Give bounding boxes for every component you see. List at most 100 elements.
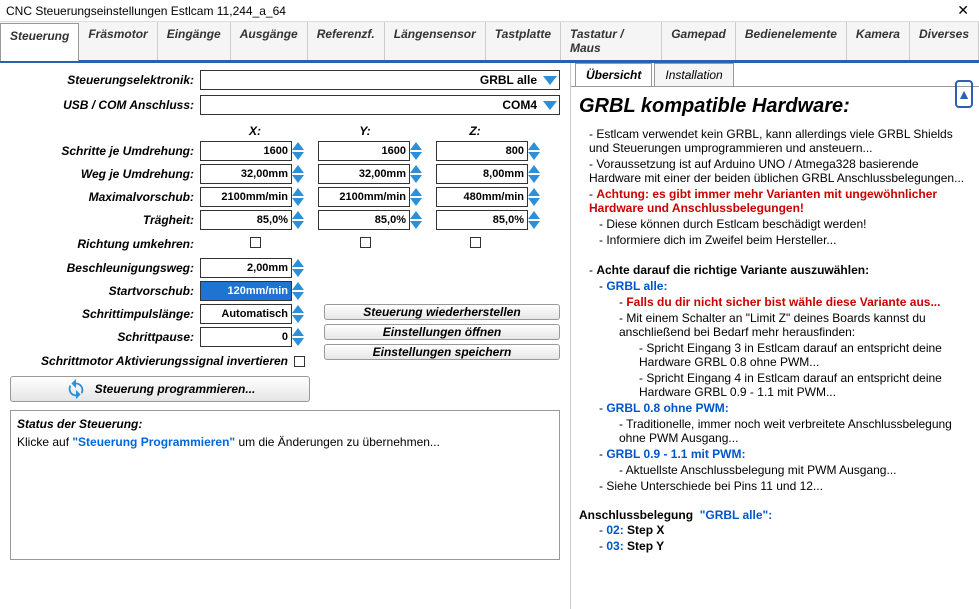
chevron-down-icon <box>543 101 557 110</box>
info-line: Achtung: es gibt immer mehr Varianten mi… <box>589 186 971 216</box>
right-tab-uebersicht[interactable]: Übersicht <box>575 63 652 86</box>
spin-up-icon[interactable] <box>292 165 304 173</box>
close-icon[interactable]: ✕ <box>953 2 973 19</box>
spin-down-icon[interactable] <box>410 175 422 183</box>
steps-x-input[interactable]: 1600 <box>200 141 292 161</box>
info-line: GRBL 0.9 - 1.1 mit PWM: <box>599 446 971 462</box>
tab-referenzf[interactable]: Referenzf. <box>308 22 385 60</box>
feed-z-input[interactable]: 480mm/min <box>436 187 528 207</box>
pin-row: 02: Step X <box>599 522 971 538</box>
pin-heading: Anschlussbelegung "GRBL alle": <box>579 508 971 522</box>
tab-kamera[interactable]: Kamera <box>847 22 910 60</box>
spin-down-icon[interactable] <box>528 221 540 229</box>
spin-down-icon[interactable] <box>292 152 304 160</box>
spin-up-icon[interactable] <box>292 142 304 150</box>
inertia-x-input[interactable]: 85,0% <box>200 210 292 230</box>
spin-down-icon[interactable] <box>292 315 304 323</box>
tab-bedienelemente[interactable]: Bedienelemente <box>736 22 847 60</box>
inertia-y-input[interactable]: 85,0% <box>318 210 410 230</box>
program-button[interactable]: Steuerung programmieren... <box>10 376 310 402</box>
info-line: Spricht Eingang 3 in Estlcam darauf an e… <box>639 340 971 370</box>
tab-laengensensor[interactable]: Längensensor <box>385 22 486 60</box>
status-text: Klicke auf "Steuerung Programmieren" um … <box>17 435 553 449</box>
reverse-x-checkbox[interactable] <box>250 237 261 248</box>
feed-x-input[interactable]: 2100mm/min <box>200 187 292 207</box>
tab-fraesmotor[interactable]: Fräsmotor <box>79 22 157 60</box>
spin-up-icon[interactable] <box>528 142 540 150</box>
spin-down-icon[interactable] <box>292 338 304 346</box>
spin-down-icon[interactable] <box>292 198 304 206</box>
feed-y-input[interactable]: 2100mm/min <box>318 187 410 207</box>
spin-up-icon[interactable] <box>528 188 540 196</box>
electronics-select[interactable]: GRBL alle <box>200 70 560 90</box>
invert-checkbox[interactable] <box>294 356 305 367</box>
scroll-up-icon[interactable]: ▲ <box>955 80 973 108</box>
spin-up-icon[interactable] <box>292 305 304 313</box>
pause-input[interactable]: 0 <box>200 327 292 347</box>
spin-down-icon[interactable] <box>292 269 304 277</box>
axis-z-header: Z: <box>420 124 530 138</box>
spin-up-icon[interactable] <box>410 142 422 150</box>
info-line: GRBL 0.8 ohne PWM: <box>599 400 971 416</box>
axis-x-header: X: <box>200 124 310 138</box>
info-line: Mit einem Schalter an "Limit Z" deines B… <box>619 310 971 340</box>
titlebar: CNC Steuerungseinstellungen Estlcam 11,2… <box>0 0 979 22</box>
tab-eingaenge[interactable]: Eingänge <box>158 22 231 60</box>
steps-y-input[interactable]: 1600 <box>318 141 410 161</box>
tab-tastplatte[interactable]: Tastplatte <box>486 22 561 60</box>
reload-icon <box>65 378 87 400</box>
spin-down-icon[interactable] <box>528 152 540 160</box>
spin-up-icon[interactable] <box>528 165 540 173</box>
reverse-y-checkbox[interactable] <box>360 237 371 248</box>
startfeed-input[interactable]: 120mm/min <box>200 281 292 301</box>
tab-gamepad[interactable]: Gamepad <box>662 22 736 60</box>
info-line: Traditionelle, immer noch weit verbreite… <box>619 416 971 446</box>
spin-down-icon[interactable] <box>410 152 422 160</box>
usb-label: USB / COM Anschluss: <box>10 98 200 112</box>
travel-x-input[interactable]: 32,00mm <box>200 164 292 184</box>
right-tab-installation[interactable]: Installation <box>654 63 733 86</box>
chevron-down-icon <box>543 76 557 85</box>
accel-input[interactable]: 2,00mm <box>200 258 292 278</box>
spin-down-icon[interactable] <box>410 198 422 206</box>
accel-label: Beschleunigungsweg: <box>10 261 200 275</box>
travel-z-input[interactable]: 8,00mm <box>436 164 528 184</box>
info-line: Informiere dich im Zweifel beim Herstell… <box>599 232 971 248</box>
spin-down-icon[interactable] <box>292 175 304 183</box>
inertia-z-input[interactable]: 85,0% <box>436 210 528 230</box>
pulselen-input[interactable]: Automatisch <box>200 304 292 324</box>
tab-steuerung[interactable]: Steuerung <box>0 23 79 61</box>
spin-up-icon[interactable] <box>528 211 540 219</box>
tab-ausgaenge[interactable]: Ausgänge <box>231 22 308 60</box>
tab-diverses[interactable]: Diverses <box>910 22 979 60</box>
steps-z-input[interactable]: 800 <box>436 141 528 161</box>
open-settings-button[interactable]: Einstellungen öffnen <box>324 324 560 340</box>
save-settings-button[interactable]: Einstellungen speichern <box>324 344 560 360</box>
info-line: Falls du dir nicht sicher bist wähle die… <box>619 294 971 310</box>
spin-up-icon[interactable] <box>292 328 304 336</box>
reverse-z-checkbox[interactable] <box>470 237 481 248</box>
spin-down-icon[interactable] <box>410 221 422 229</box>
spin-up-icon[interactable] <box>292 259 304 267</box>
steps-label: Schritte je Umdrehung: <box>10 144 200 158</box>
spin-down-icon[interactable] <box>528 175 540 183</box>
pin-row: 03: Step Y <box>599 538 971 554</box>
travel-y-input[interactable]: 32,00mm <box>318 164 410 184</box>
spin-up-icon[interactable] <box>410 188 422 196</box>
usb-select[interactable]: COM4 <box>200 95 560 115</box>
spin-down-icon[interactable] <box>292 292 304 300</box>
info-line: Spricht Eingang 4 in Estlcam darauf an e… <box>639 370 971 400</box>
spin-up-icon[interactable] <box>292 211 304 219</box>
electronics-value: GRBL alle <box>201 73 541 87</box>
spin-up-icon[interactable] <box>410 211 422 219</box>
inertia-label: Trägheit: <box>10 213 200 227</box>
program-button-label: Steuerung programmieren... <box>95 382 256 396</box>
spin-down-icon[interactable] <box>528 198 540 206</box>
spin-up-icon[interactable] <box>410 165 422 173</box>
spin-up-icon[interactable] <box>292 282 304 290</box>
info-line: Aktuellste Anschlussbelegung mit PWM Aus… <box>619 462 971 478</box>
spin-up-icon[interactable] <box>292 188 304 196</box>
restore-button[interactable]: Steuerung wiederherstellen <box>324 304 560 320</box>
spin-down-icon[interactable] <box>292 221 304 229</box>
tab-tastatur[interactable]: Tastatur / Maus <box>561 22 662 60</box>
